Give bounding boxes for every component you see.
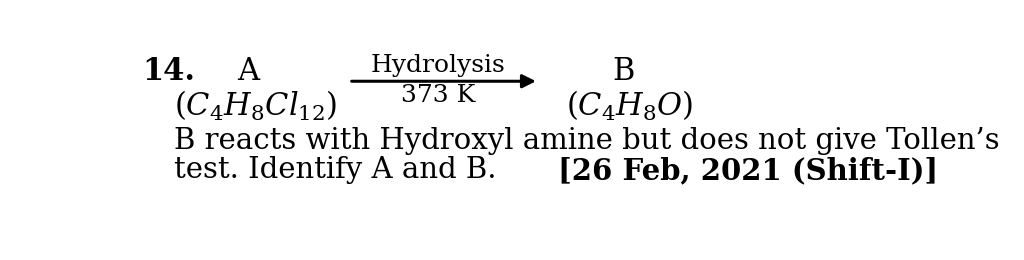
Text: B reacts with Hydroxyl amine but does not give Tollen’s: B reacts with Hydroxyl amine but does no… [174, 127, 1000, 155]
Text: A: A [238, 56, 259, 87]
Text: B: B [612, 56, 635, 87]
Text: $(C_4H_8O)$: $(C_4H_8O)$ [566, 89, 693, 123]
Text: test. Identify A and B.: test. Identify A and B. [174, 156, 497, 184]
Text: 14.: 14. [142, 56, 195, 87]
Text: [26 Feb, 2021 (Shift-I)]: [26 Feb, 2021 (Shift-I)] [558, 156, 938, 185]
Text: 373 K: 373 K [400, 83, 475, 107]
Text: Hydrolysis: Hydrolysis [371, 54, 506, 77]
Text: $(C_4H_8Cl_{12})$: $(C_4H_8Cl_{12})$ [174, 89, 338, 123]
